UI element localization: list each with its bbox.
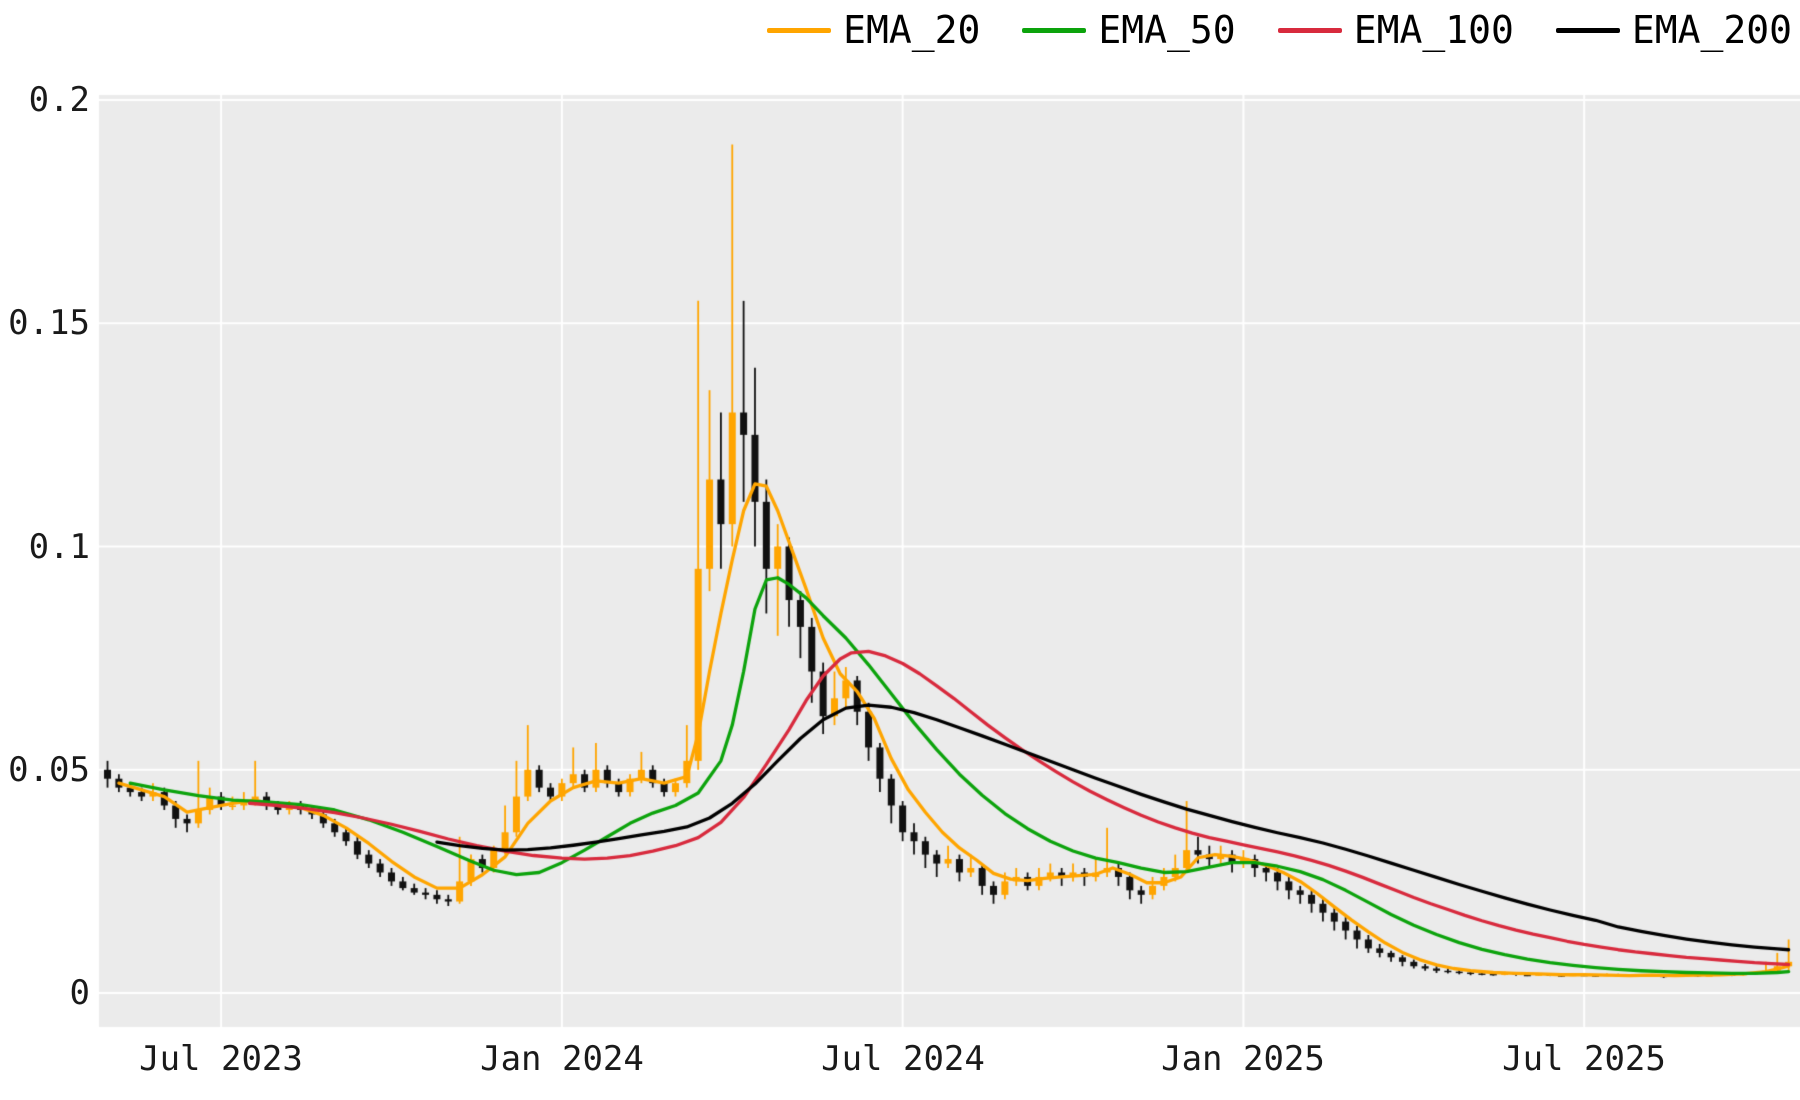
y-tick-label: 0.05 — [8, 750, 90, 790]
y-tick-label: 0.2 — [28, 80, 90, 120]
ema-200-line-swatch-icon — [1555, 27, 1620, 33]
legend-item-ema-100: EMA_100 — [1277, 8, 1514, 52]
x-tick-label: Jan 2024 — [480, 1039, 644, 1079]
y-tick-label: 0.1 — [28, 527, 90, 567]
y-tick-label: 0.15 — [8, 303, 90, 343]
legend-label: EMA_100 — [1353, 8, 1514, 52]
legend-item-ema-200: EMA_200 — [1555, 8, 1792, 52]
chart-legend: EMA_20 EMA_50 EMA_100 EMA_200 — [767, 8, 1792, 52]
legend-item-ema-50: EMA_50 — [1022, 8, 1236, 52]
y-tick-label: 0 — [69, 973, 90, 1013]
x-tick-label: Jan 2025 — [1161, 1039, 1325, 1079]
x-tick-label: Jul 2025 — [1502, 1039, 1666, 1079]
legend-label: EMA_20 — [843, 8, 981, 52]
legend-label: EMA_50 — [1098, 8, 1236, 52]
x-tick-label: Jul 2024 — [821, 1039, 985, 1079]
legend-label: EMA_200 — [1631, 8, 1792, 52]
ema-50-line-swatch-icon — [1022, 27, 1087, 33]
legend-item-ema-20: EMA_20 — [767, 8, 980, 52]
x-tick-label: Jul 2023 — [139, 1039, 303, 1079]
ema-100-line-swatch-icon — [1277, 27, 1342, 33]
ema-20-line-swatch-icon — [767, 27, 832, 33]
